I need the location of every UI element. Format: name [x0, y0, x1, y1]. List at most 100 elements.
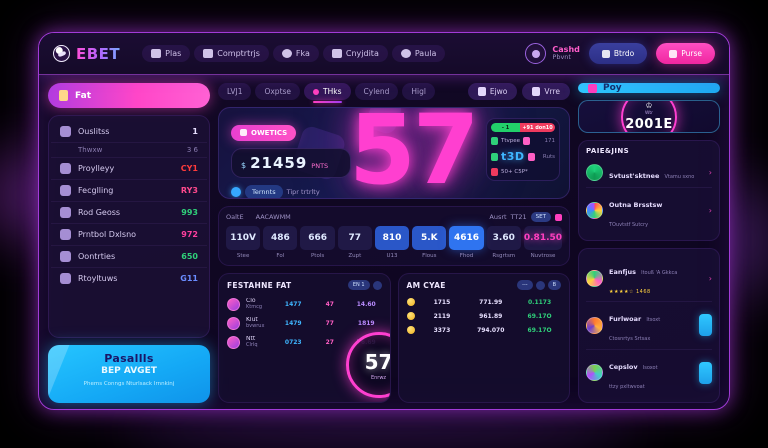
- sidebar-value-2: RY3: [180, 186, 198, 195]
- stat-cell-4[interactable]: 810 U13: [374, 226, 410, 259]
- hero-big-number: 57: [349, 107, 480, 199]
- featured-tool-1[interactable]: [372, 280, 382, 290]
- stat-cell-2[interactable]: 666 Ptols: [300, 226, 335, 259]
- tab-action-1-label: Vrre: [544, 87, 560, 96]
- list-item[interactable]: Eanfjus Itouß 'A Gkkca ★★★★☆ 1468 ›: [586, 255, 712, 303]
- sidebar-item-6[interactable]: Rtoyltuws G11: [51, 268, 207, 289]
- tab-0[interactable]: LVJ1: [218, 83, 252, 100]
- app-logo[interactable]: EBET: [53, 45, 120, 63]
- sidebar-item-4[interactable]: Prntbol Dxlsno 972: [51, 224, 207, 246]
- list-item[interactable]: Svtust'sktnee Vtamu sxno ›: [586, 159, 712, 188]
- bolt-icon: [240, 129, 247, 136]
- chevron-right-icon[interactable]: ›: [708, 273, 712, 283]
- sidebar-item-0[interactable]: Ouslitss 1: [51, 121, 207, 143]
- list-item-sub-3: Itsoxt: [646, 317, 661, 324]
- chart-icon: [331, 49, 342, 58]
- sidebar-label-5: Oontrties: [78, 252, 116, 261]
- profile-sub: Pbvnt: [552, 53, 571, 62]
- amcyae-c3-0: 0.1173: [527, 298, 552, 306]
- tab-2[interactable]: THks: [304, 83, 351, 103]
- featured-tool-0[interactable]: EN 1: [347, 280, 370, 290]
- stat-value-3: 77: [337, 226, 372, 250]
- app-header: EBET Plas Comptrtrjs Fka Cnyjdita Paula: [39, 33, 729, 75]
- stat-cell-8[interactable]: 0.81.50 Nuvtrose: [523, 226, 563, 259]
- hero-badge[interactable]: OWETICS: [231, 124, 297, 141]
- chevron-right-icon[interactable]: ›: [708, 168, 712, 178]
- tab-1[interactable]: Oxptse: [255, 83, 301, 100]
- nav-item-0[interactable]: Plas: [142, 45, 191, 62]
- thumbnail: [586, 269, 603, 287]
- nav-item-4[interactable]: Paula: [391, 45, 446, 62]
- nav-item-1[interactable]: Comptrtrjs: [194, 45, 269, 62]
- status-dot-icon: [231, 186, 241, 197]
- list-item[interactable]: Outna Brsstsw TOuvtstf Sutcry ›: [586, 188, 712, 234]
- sidebar-item-2[interactable]: Fecglling RY3: [51, 180, 207, 202]
- featured-panel-tools: EN 1: [347, 280, 382, 290]
- rail-section-title: PAIE&JINS: [586, 147, 630, 156]
- hero-panel-row-1-value: t3D: [501, 150, 525, 163]
- nav-item-2[interactable]: Fka: [272, 45, 319, 62]
- tab-action-0-label: Ejwo: [489, 87, 508, 96]
- row-name-sub-0: Ktmcg: [246, 304, 263, 311]
- stat-cell-6[interactable]: 4616 Fhod: [449, 226, 484, 259]
- row-name-sub-2: Clrlq: [246, 342, 258, 349]
- table-row[interactable]: 2119 961.89 69.17O: [406, 309, 562, 323]
- refresh-icon: [601, 49, 610, 58]
- thumbnail: [586, 164, 603, 182]
- list-item-sub-1: TOuvtstf Sutcry: [609, 221, 649, 228]
- stat-cell-5[interactable]: 5.K Flous: [412, 226, 447, 259]
- amcyae-tool-1[interactable]: [535, 280, 545, 290]
- center-column: LVJ1 Oxptse THks Cylend Higl Ejwo Vrre: [218, 83, 570, 403]
- briefcase-icon: [477, 87, 486, 96]
- tab-action-1[interactable]: Vrre: [522, 83, 570, 100]
- stat-cell-1[interactable]: 486 Fol: [263, 226, 298, 259]
- play-button[interactable]: Poy: [578, 83, 720, 94]
- stat-label-3: Zupt: [348, 253, 362, 259]
- table-row[interactable]: 1715 771.99 0.1173: [406, 295, 562, 309]
- amcyae-tool-2[interactable]: B: [547, 280, 561, 290]
- action-button[interactable]: [699, 314, 712, 337]
- stat-cell-7[interactable]: 3.60 Rsgrtsm: [486, 226, 521, 259]
- row-name-main-2: Ntt: [246, 336, 256, 343]
- promo-card[interactable]: Pasallls BEP AVGET Phems Conngs Nturlsac…: [48, 345, 210, 403]
- list-item-text-1: Outna Brsstsw TOuvtstf Sutcry: [609, 192, 703, 230]
- stat-label-1: Fol: [276, 253, 285, 259]
- sidebar-item-active[interactable]: Fat: [48, 83, 210, 108]
- hero-panel-row-0-label: Ttvpee: [501, 138, 521, 144]
- amcyae-tool-0[interactable]: ---: [517, 280, 533, 290]
- hero-split-right: +91 don10: [520, 123, 555, 132]
- stat-label-5: Flous: [422, 253, 437, 259]
- chevron-right-icon[interactable]: ›: [708, 206, 712, 216]
- header-button-0[interactable]: Btrdo: [588, 43, 648, 64]
- sidebar-item-1[interactable]: Proylleyy CY1: [51, 158, 207, 180]
- action-button[interactable]: [699, 361, 712, 384]
- stat-value-0: 110V: [226, 226, 261, 250]
- list-item[interactable]: Furlwoar Itsoxt Ctosnrtys Srtsax: [586, 302, 712, 350]
- hero-value-pill: $ 21459 PNTS: [231, 147, 351, 178]
- amcyae-c2-0: 771.99: [479, 298, 503, 306]
- stats-chip[interactable]: SET: [530, 212, 551, 222]
- tab-action-0[interactable]: Ejwo: [467, 83, 518, 100]
- stat-cell-3[interactable]: 77 Zupt: [337, 226, 372, 259]
- stat-cell-0[interactable]: 110V Stee: [226, 226, 261, 259]
- table-row[interactable]: 3373 794.070 69.17O: [406, 323, 562, 337]
- sidebar-item-3[interactable]: Rod Geoss 993: [51, 202, 207, 224]
- table-row[interactable]: Clo Ktmcg 1477 47 14.60: [227, 295, 382, 314]
- table-row[interactable]: Klut bvwrux 1479 77 1819: [227, 314, 382, 333]
- header-button-1[interactable]: Purse: [656, 43, 715, 64]
- center-tabs: LVJ1 Oxptse THks Cylend Higl Ejwo Vrre: [218, 83, 570, 103]
- hero-split-pill: - 1 +91 don10: [491, 123, 555, 132]
- list-item[interactable]: Cepslov Isoxot ttzy pxltwvoat: [586, 350, 712, 396]
- wheel-card[interactable]: ♔ Wtr 2001E: [578, 100, 720, 134]
- tab-3[interactable]: Cylend: [354, 83, 399, 100]
- coin-icon: [406, 312, 415, 320]
- nav-item-3[interactable]: Cnyjdita: [322, 45, 388, 62]
- up-icon: [491, 137, 498, 145]
- plus-icon: [491, 152, 498, 161]
- sidebar-item-5[interactable]: Oontrties 650: [51, 246, 207, 268]
- hero-mini-tag[interactable]: Ternnts: [245, 184, 283, 198]
- calendar-icon: [151, 49, 162, 58]
- profile[interactable]: Cashd Pbvnt: [525, 43, 580, 64]
- wheel-ring: ♔ Wtr 2001E: [621, 101, 677, 133]
- tab-4[interactable]: Higl: [402, 83, 435, 100]
